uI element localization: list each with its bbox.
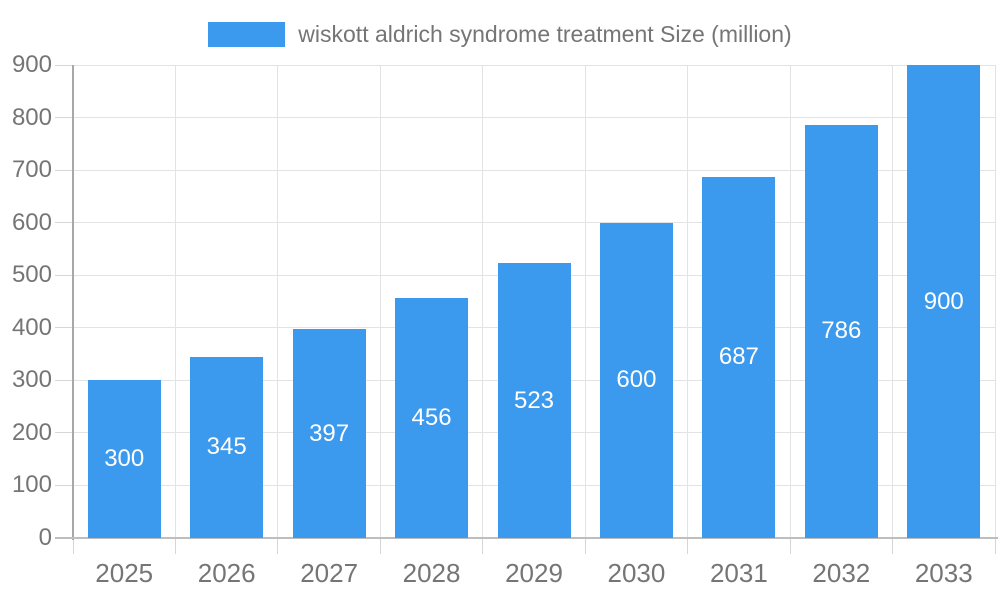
legend[interactable]: wiskott aldrich syndrome treatment Size …: [0, 22, 1000, 47]
y-tick: [55, 169, 73, 171]
y-tick: [55, 327, 73, 329]
bar[interactable]: 300: [87, 380, 161, 538]
legend-swatch-icon: [208, 22, 286, 47]
x-tick: [584, 538, 586, 554]
y-gridline: [73, 64, 995, 66]
y-tick: [55, 432, 73, 434]
bar[interactable]: 786: [804, 124, 878, 538]
bar-value-label: 600: [616, 366, 657, 394]
bar-value-label: 397: [309, 419, 350, 447]
x-gridline: [687, 65, 689, 538]
bar[interactable]: 600: [599, 222, 673, 538]
x-tick: [789, 538, 791, 554]
x-gridline: [379, 65, 381, 538]
x-gridline: [277, 65, 279, 538]
x-gridline: [892, 65, 894, 538]
y-axis-label: 0: [38, 524, 52, 551]
y-axis-label: 100: [11, 471, 52, 499]
y-tick: [55, 274, 73, 276]
bar[interactable]: 456: [395, 298, 469, 538]
y-axis-label: 800: [11, 103, 52, 131]
y-tick: [55, 222, 73, 224]
y-gridline: [73, 169, 995, 171]
bar-value-label: 786: [821, 317, 862, 345]
y-axis-line: [72, 65, 74, 540]
x-axis-label: 2032: [812, 558, 871, 588]
x-axis-label: 2028: [402, 558, 461, 588]
x-tick: [277, 538, 279, 554]
y-tick: [55, 64, 73, 66]
x-tick: [482, 538, 484, 554]
y-gridline: [73, 117, 995, 119]
bar-value-label: 523: [513, 386, 555, 414]
legend-label: wiskott aldrich syndrome treatment Size …: [298, 21, 792, 47]
bar[interactable]: 345: [190, 356, 264, 538]
x-gridline: [994, 65, 996, 538]
x-tick: [892, 538, 894, 554]
y-axis-label: 600: [11, 208, 52, 236]
x-tick: [174, 538, 176, 554]
y-axis-label: 300: [11, 366, 52, 394]
x-axis-label: 2026: [197, 558, 256, 588]
y-axis-label: 700: [11, 156, 52, 184]
bar-value-label: 900: [923, 287, 964, 315]
bar[interactable]: 523: [497, 263, 571, 538]
y-tick: [55, 484, 73, 486]
x-axis-line: [55, 537, 998, 539]
x-axis-label: 2030: [607, 558, 666, 588]
x-tick: [379, 538, 381, 554]
bar-value-label: 300: [104, 445, 145, 473]
bar-value-label: 456: [411, 404, 452, 432]
x-axis-label: 2033: [914, 558, 973, 588]
x-tick: [687, 538, 689, 554]
x-axis-label: 2031: [709, 558, 768, 588]
y-gridline: [73, 222, 995, 224]
x-axis-label: 2029: [505, 558, 563, 588]
x-axis-label: 2027: [300, 558, 359, 588]
bar[interactable]: 687: [702, 176, 776, 538]
y-tick: [55, 117, 73, 119]
y-axis-label: 400: [11, 313, 52, 341]
x-tick: [72, 538, 74, 554]
bar[interactable]: 900: [907, 65, 981, 538]
x-gridline: [174, 65, 176, 538]
y-axis-label: 900: [11, 51, 52, 78]
x-gridline: [789, 65, 791, 538]
bar-value-label: 687: [718, 343, 759, 371]
bar-value-label: 345: [206, 433, 247, 461]
y-tick: [55, 379, 73, 381]
y-axis-label: 200: [11, 418, 52, 446]
x-tick: [994, 538, 996, 554]
x-gridline: [482, 65, 484, 538]
x-gridline: [584, 65, 586, 538]
bar[interactable]: 397: [292, 329, 366, 538]
y-axis-label: 500: [11, 261, 52, 289]
x-axis-label: 2025: [95, 558, 154, 588]
